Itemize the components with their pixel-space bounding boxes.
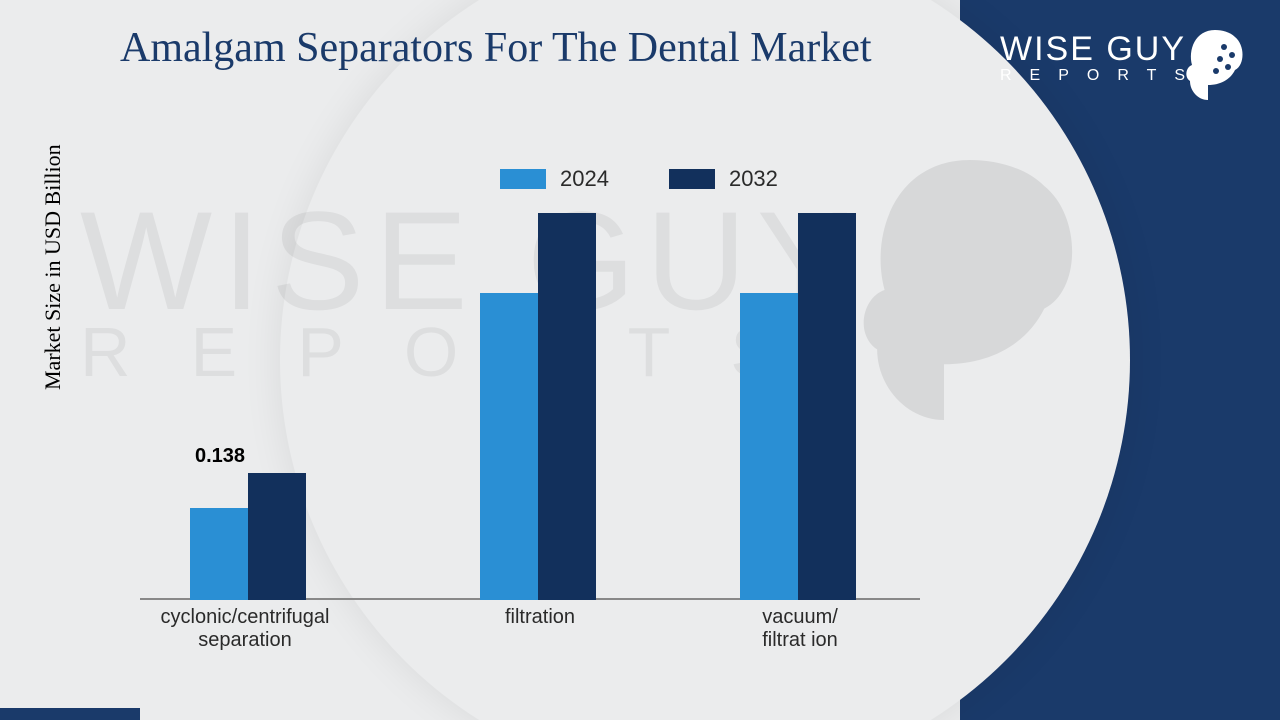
- bar: [740, 293, 798, 600]
- bar-group: [740, 213, 856, 600]
- x-axis-category-label: filtration: [480, 606, 600, 629]
- bar-group: [480, 213, 596, 600]
- legend: 2024 2032: [500, 166, 860, 192]
- x-axis-labels: cyclonic/centrifugal separation filtratio…: [140, 606, 920, 696]
- x-axis-category-label: cyclonic/centrifugal separation: [140, 606, 350, 652]
- brand-logo: WISE GUY REPORTS: [1000, 30, 1240, 85]
- x-axis-category-label: vacuum/ filtrat ion: [740, 606, 860, 652]
- chart-plot-area: 0.138: [140, 200, 920, 600]
- legend-swatch: [500, 169, 546, 189]
- legend-item: 2032: [669, 166, 778, 192]
- bar: [480, 293, 538, 600]
- y-axis-label: Market Size in USD Billion: [40, 144, 66, 390]
- bar-group: 0.138: [190, 473, 306, 600]
- bar: [798, 213, 856, 600]
- bar-value-label: 0.138: [170, 445, 270, 468]
- bar: [248, 473, 306, 600]
- legend-item: 2024: [500, 166, 609, 192]
- legend-swatch: [669, 169, 715, 189]
- legend-label: 2032: [729, 166, 778, 192]
- bar: [190, 508, 248, 600]
- bar: [538, 213, 596, 600]
- legend-label: 2024: [560, 166, 609, 192]
- chart-title: Amalgam Separators For The Dental Market: [120, 24, 880, 72]
- bottom-accent-bar: [0, 708, 140, 720]
- logo-head-icon: [1180, 25, 1250, 105]
